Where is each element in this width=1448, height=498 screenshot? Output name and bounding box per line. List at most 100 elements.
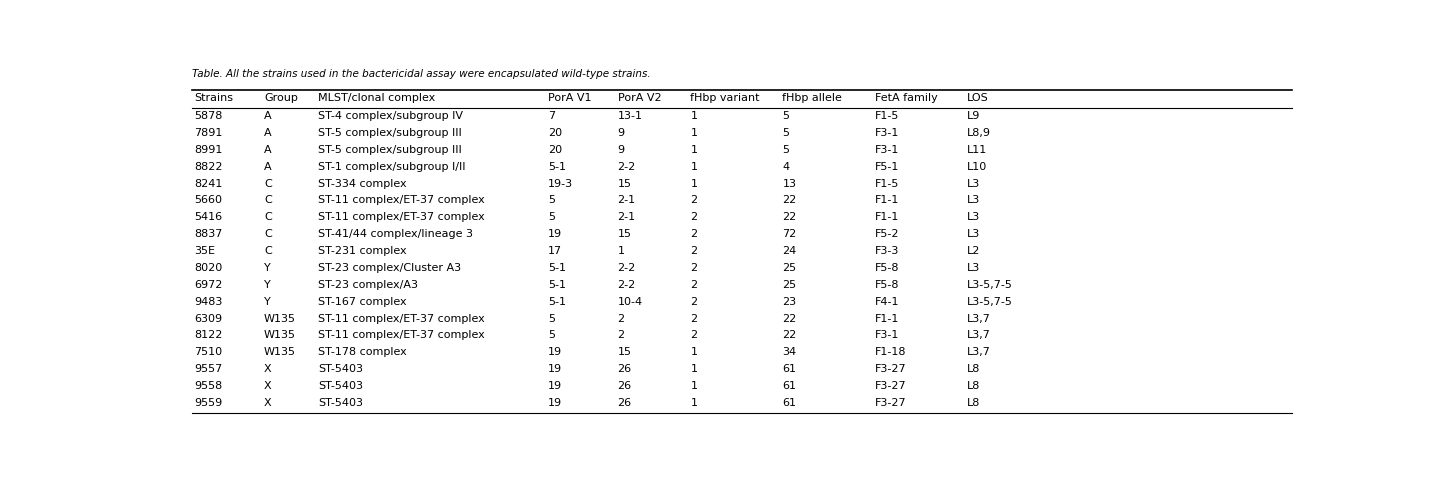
Text: 9557: 9557 <box>194 364 223 374</box>
Text: A: A <box>264 145 272 155</box>
Text: 2: 2 <box>691 196 698 206</box>
Text: L8,9: L8,9 <box>966 128 990 138</box>
Text: F5-8: F5-8 <box>875 263 899 273</box>
Text: L2: L2 <box>966 246 980 256</box>
Text: 20: 20 <box>547 128 562 138</box>
Text: 2-2: 2-2 <box>617 280 636 290</box>
Text: 22: 22 <box>782 212 796 223</box>
Text: 26: 26 <box>617 398 631 408</box>
Text: 19: 19 <box>547 229 562 239</box>
Text: 61: 61 <box>782 381 796 391</box>
Text: 13-1: 13-1 <box>617 111 643 121</box>
Text: L11: L11 <box>966 145 986 155</box>
Text: ST-167 complex: ST-167 complex <box>319 297 407 307</box>
Text: 7891: 7891 <box>194 128 223 138</box>
Text: 2-1: 2-1 <box>617 212 636 223</box>
Text: Y: Y <box>264 297 271 307</box>
Text: 8241: 8241 <box>194 179 223 189</box>
Text: 1: 1 <box>691 179 698 189</box>
Text: 9: 9 <box>617 128 624 138</box>
Text: 9483: 9483 <box>194 297 223 307</box>
Text: A: A <box>264 128 272 138</box>
Text: C: C <box>264 229 272 239</box>
Text: F5-8: F5-8 <box>875 280 899 290</box>
Text: L8: L8 <box>966 398 980 408</box>
Text: 22: 22 <box>782 196 796 206</box>
Text: 10-4: 10-4 <box>617 297 643 307</box>
Text: ST-11 complex/ET-37 complex: ST-11 complex/ET-37 complex <box>319 196 485 206</box>
Text: 5: 5 <box>547 314 555 324</box>
Text: X: X <box>264 398 272 408</box>
Text: 25: 25 <box>782 280 796 290</box>
Text: L3: L3 <box>966 212 980 223</box>
Text: W135: W135 <box>264 314 295 324</box>
Text: F5-2: F5-2 <box>875 229 899 239</box>
Text: 2: 2 <box>691 229 698 239</box>
Text: fHbp variant: fHbp variant <box>691 93 760 103</box>
Text: 5-1: 5-1 <box>547 297 566 307</box>
Text: 6972: 6972 <box>194 280 223 290</box>
Text: 1: 1 <box>617 246 624 256</box>
Text: ST-11 complex/ET-37 complex: ST-11 complex/ET-37 complex <box>319 314 485 324</box>
Text: F1-1: F1-1 <box>875 314 899 324</box>
Text: F3-3: F3-3 <box>875 246 899 256</box>
Text: 13: 13 <box>782 179 796 189</box>
Text: ST-11 complex/ET-37 complex: ST-11 complex/ET-37 complex <box>319 212 485 223</box>
Text: 61: 61 <box>782 398 796 408</box>
Text: MLST/clonal complex: MLST/clonal complex <box>319 93 436 103</box>
Text: FetA family: FetA family <box>875 93 937 103</box>
Text: F3-1: F3-1 <box>875 128 899 138</box>
Text: ST-5403: ST-5403 <box>319 398 363 408</box>
Text: F3-27: F3-27 <box>875 381 906 391</box>
Text: 2: 2 <box>691 263 698 273</box>
Text: 8837: 8837 <box>194 229 223 239</box>
Text: 1: 1 <box>691 398 698 408</box>
Text: L3: L3 <box>966 263 980 273</box>
Text: 7: 7 <box>547 111 555 121</box>
Text: F3-27: F3-27 <box>875 398 906 408</box>
Text: 15: 15 <box>617 347 631 358</box>
Text: 2: 2 <box>617 331 624 341</box>
Text: 20: 20 <box>547 145 562 155</box>
Text: F4-1: F4-1 <box>875 297 899 307</box>
Text: ST-1 complex/subgroup I/II: ST-1 complex/subgroup I/II <box>319 162 465 172</box>
Text: ST-5 complex/subgroup III: ST-5 complex/subgroup III <box>319 128 462 138</box>
Text: C: C <box>264 212 272 223</box>
Text: 1: 1 <box>691 364 698 374</box>
Text: 2-2: 2-2 <box>617 263 636 273</box>
Text: 9558: 9558 <box>194 381 223 391</box>
Text: 17: 17 <box>547 246 562 256</box>
Text: 23: 23 <box>782 297 796 307</box>
Text: 2: 2 <box>691 212 698 223</box>
Text: 2: 2 <box>691 246 698 256</box>
Text: Y: Y <box>264 263 271 273</box>
Text: 61: 61 <box>782 364 796 374</box>
Text: L8: L8 <box>966 364 980 374</box>
Text: 5-1: 5-1 <box>547 280 566 290</box>
Text: 9559: 9559 <box>194 398 223 408</box>
Text: 5: 5 <box>782 111 789 121</box>
Text: 1: 1 <box>691 128 698 138</box>
Text: 2: 2 <box>691 280 698 290</box>
Text: 72: 72 <box>782 229 796 239</box>
Text: 19: 19 <box>547 398 562 408</box>
Text: X: X <box>264 381 272 391</box>
Text: 5660: 5660 <box>194 196 223 206</box>
Text: 1: 1 <box>691 145 698 155</box>
Text: 5: 5 <box>547 331 555 341</box>
Text: 7510: 7510 <box>194 347 223 358</box>
Text: LOS: LOS <box>966 93 989 103</box>
Text: fHbp allele: fHbp allele <box>782 93 843 103</box>
Text: ST-4 complex/subgroup IV: ST-4 complex/subgroup IV <box>319 111 463 121</box>
Text: W135: W135 <box>264 331 295 341</box>
Text: L9: L9 <box>966 111 980 121</box>
Text: L3,7: L3,7 <box>966 347 990 358</box>
Text: 5416: 5416 <box>194 212 223 223</box>
Text: 22: 22 <box>782 331 796 341</box>
Text: ST-5 complex/subgroup III: ST-5 complex/subgroup III <box>319 145 462 155</box>
Text: 2: 2 <box>691 314 698 324</box>
Text: 9: 9 <box>617 145 624 155</box>
Text: ST-178 complex: ST-178 complex <box>319 347 407 358</box>
Text: F1-1: F1-1 <box>875 212 899 223</box>
Text: 19: 19 <box>547 364 562 374</box>
